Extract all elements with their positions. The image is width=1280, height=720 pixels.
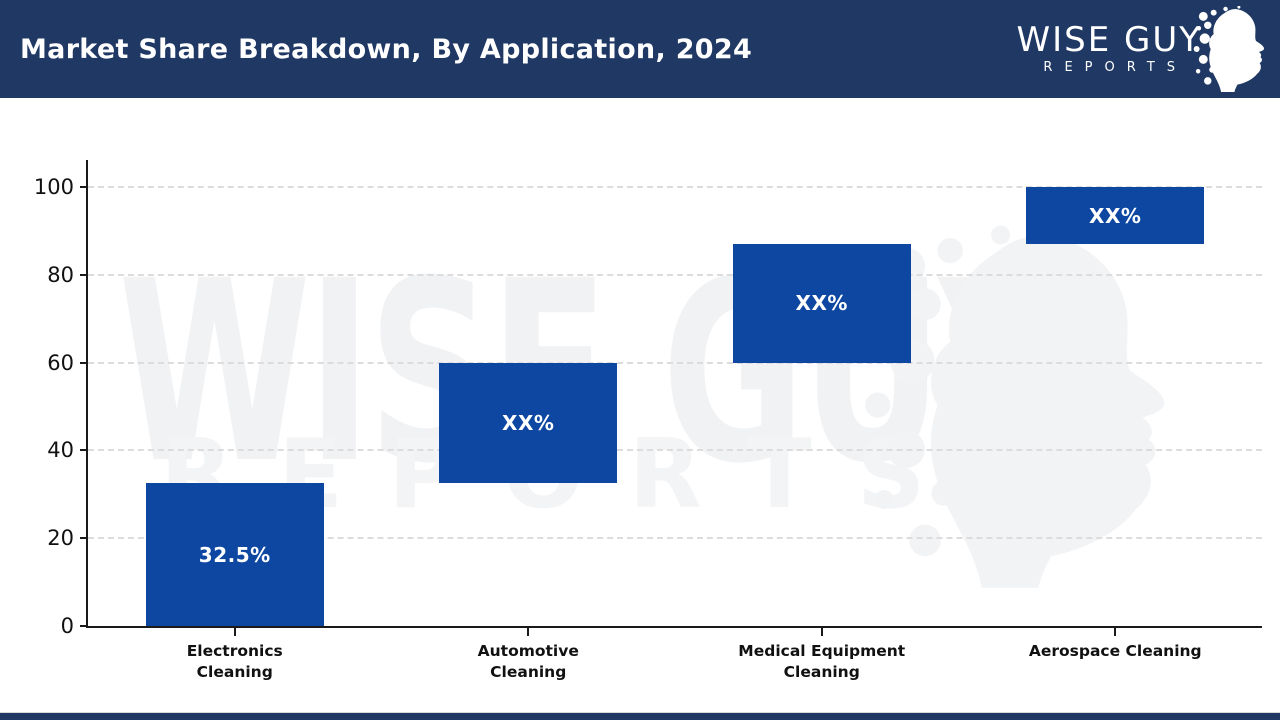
y-tick-60 — [80, 361, 88, 364]
footer-bar — [0, 713, 1280, 720]
gridline-60 — [88, 361, 1262, 364]
y-tick-100 — [80, 186, 88, 188]
y-tick-0 — [80, 625, 88, 627]
logo-brand-name: WISE GUY — [1016, 20, 1202, 60]
y-tick-label-100: 100 — [33, 175, 74, 199]
chart-title: Market Share Breakdown, By Application, … — [20, 33, 753, 65]
y-tick-label-40: 40 — [47, 438, 74, 463]
y-tick-label-20: 20 — [47, 526, 74, 551]
y-tick-80 — [80, 273, 88, 276]
x-tick-0 — [233, 628, 236, 636]
x-tick-1 — [527, 628, 530, 636]
x-tick-label-1: Automotive Cleaning — [477, 642, 579, 681]
footer-hairline — [0, 712, 1280, 713]
y-tick-20 — [80, 537, 88, 540]
y-axis-line — [86, 160, 88, 628]
x-tick-3 — [1114, 628, 1117, 636]
bar-label-0: 32.5% — [198, 542, 271, 567]
bar-0 — [145, 483, 324, 626]
y-tick-label-60: 60 — [47, 350, 74, 375]
y-tick-label-80: 80 — [47, 262, 74, 287]
logo-reports-label: REPORTS — [1043, 60, 1188, 75]
bar-label-2: XX% — [795, 291, 848, 316]
bar-3 — [1026, 187, 1205, 245]
bar-label-1: XX% — [502, 410, 555, 435]
bar-label-3: XX% — [1089, 203, 1142, 228]
x-tick-label-3: Aerospace Cleaning — [1028, 642, 1202, 660]
gridline-20 — [88, 537, 1262, 540]
header-bar: Market Share Breakdown, By Application, … — [0, 0, 1280, 98]
wiseguy-logo: WISE GUY REPORTS — [1016, 0, 1272, 98]
logo-text: WISE GUY REPORTS — [1016, 23, 1202, 75]
gridline-40 — [88, 449, 1262, 452]
x-axis-line — [86, 626, 1262, 628]
bar-1 — [439, 362, 618, 484]
gridline-80 — [88, 273, 1262, 276]
y-tick-label-0: 0 — [60, 614, 74, 638]
y-tick-40 — [80, 449, 88, 452]
bar-2 — [732, 244, 911, 363]
x-tick-label-0: Electronics Cleaning — [186, 642, 283, 681]
x-tick-label-2: Medical Equipment Cleaning — [738, 642, 906, 681]
x-tick-2 — [820, 628, 823, 636]
gridline-100 — [88, 186, 1262, 188]
